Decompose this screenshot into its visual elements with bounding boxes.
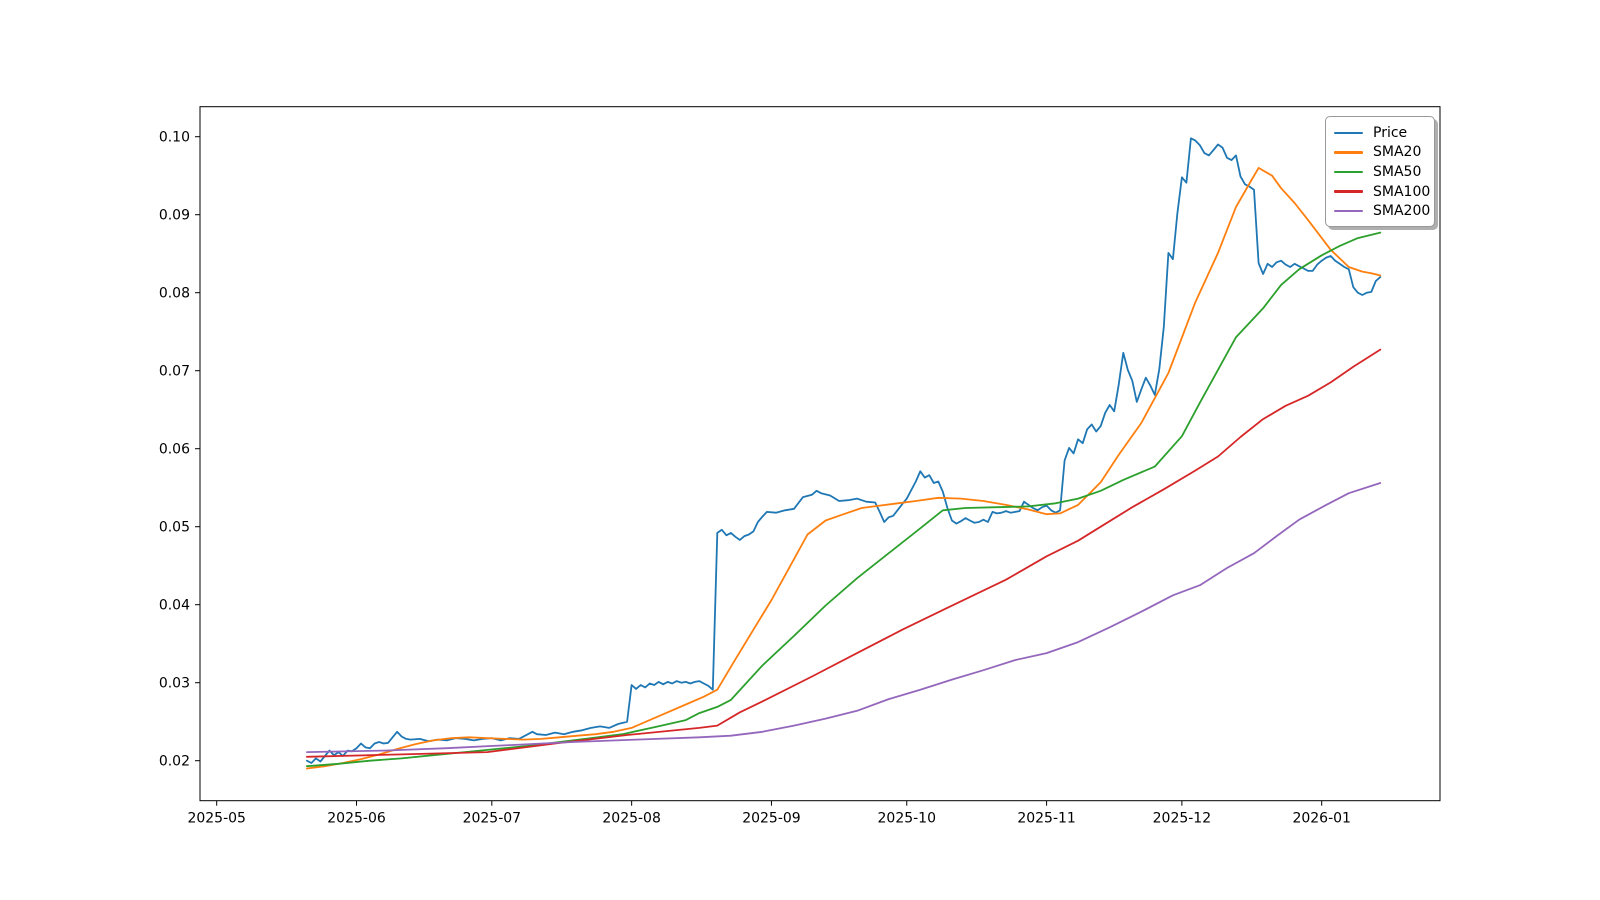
y-axis-tick-label: 0.05 [159, 520, 190, 536]
y-axis-tick-label: 0.10 [159, 130, 190, 146]
x-axis-tick-label: 2025-12 [1153, 811, 1212, 827]
x-axis-tick-label: 2025-07 [463, 811, 522, 827]
x-axis-tick-label: 2025-11 [1017, 811, 1076, 827]
y-axis-tick-label: 0.07 [159, 364, 190, 380]
x-axis-tick-label: 2025-05 [187, 811, 246, 827]
x-axis-tick-label: 2025-10 [878, 811, 937, 827]
legend-label: SMA100 [1373, 183, 1431, 200]
plot-border [199, 106, 1441, 802]
sma100-line [305, 348, 1382, 758]
x-axis-tick-label: 2026-01 [1292, 811, 1351, 827]
y-axis-tick-label: 0.06 [159, 442, 190, 458]
legend-line-icon [1334, 209, 1363, 213]
legend-item: SMA50 [1334, 162, 1426, 182]
sma20-line [305, 166, 1382, 770]
y-axis-tick-label: 0.04 [159, 598, 190, 614]
legend: Price SMA20 SMA50 SMA100 SMA200 [1325, 116, 1435, 227]
sma50-line [305, 231, 1382, 768]
legend-label: Price [1373, 124, 1408, 141]
y-axis-tick-label: 0.03 [159, 676, 190, 692]
x-axis-tick-label: 2025-06 [327, 811, 386, 827]
x-axis-tick-label: 2025-08 [602, 811, 661, 827]
legend-line-icon [1334, 190, 1363, 193]
y-axis-tick-label: 0.09 [159, 208, 190, 224]
legend-label: SMA50 [1373, 163, 1422, 180]
legend-line-icon [1334, 151, 1363, 154]
legend-item: SMA200 [1334, 201, 1430, 221]
legend-item: SMA100 [1334, 182, 1430, 202]
legend-line-icon [1334, 170, 1363, 174]
legend-item: SMA20 [1334, 143, 1426, 163]
price-line [305, 137, 1382, 764]
legend-line-icon [1334, 131, 1363, 134]
legend-label: SMA200 [1373, 203, 1431, 220]
x-axis-tick-label: 2025-09 [742, 811, 801, 827]
y-axis-tick-label: 0.02 [159, 754, 190, 770]
sma200-line [305, 482, 1382, 753]
legend-item: Price [1334, 123, 1426, 143]
y-axis-tick-label: 0.08 [159, 286, 190, 302]
legend-label: SMA20 [1373, 144, 1422, 161]
